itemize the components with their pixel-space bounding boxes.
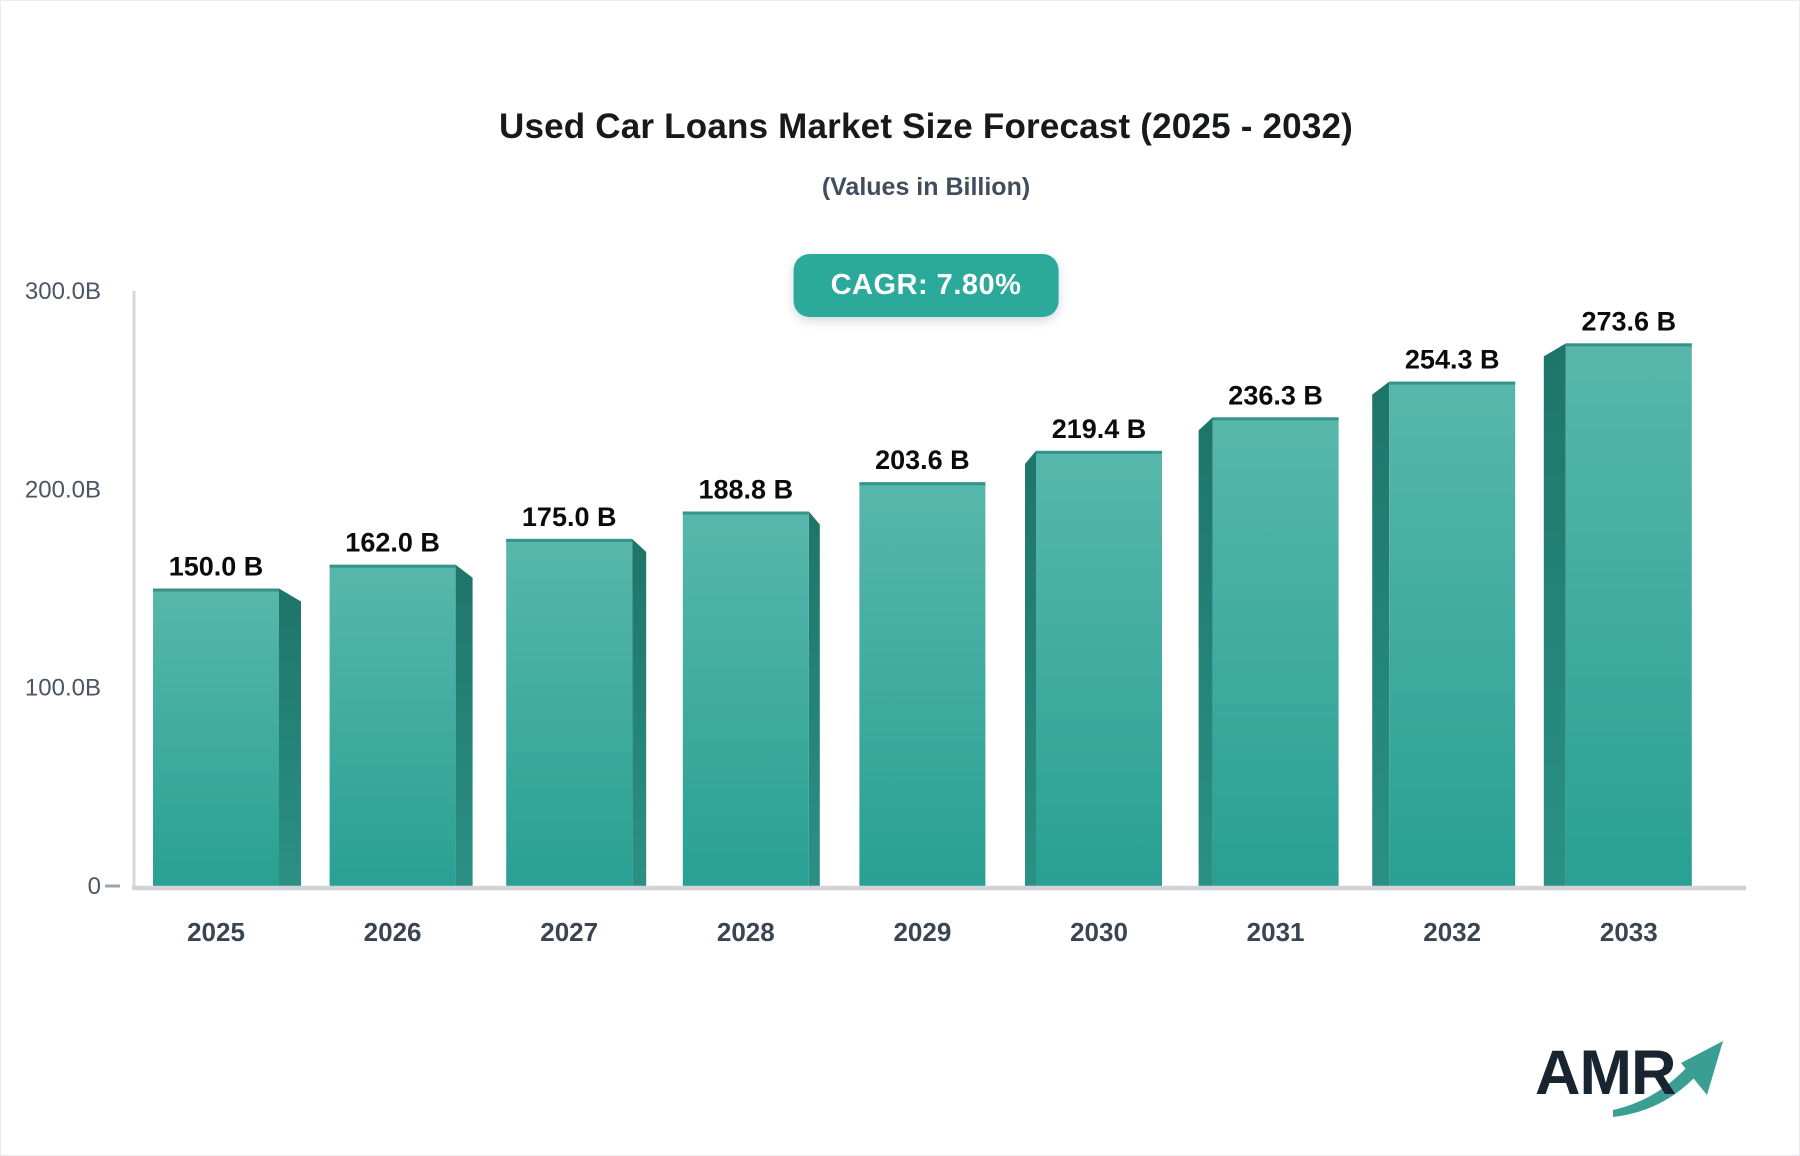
- bar-2031: 236.3 B 2031: [1198, 380, 1339, 947]
- bar-front-face: [682, 511, 809, 889]
- x-axis-label: 2025: [187, 917, 245, 947]
- bar-side-face: [632, 538, 647, 889]
- x-axis-label: 2028: [717, 917, 775, 947]
- bar-value-label: 273.6 B: [1582, 306, 1677, 336]
- x-axis-label: 2029: [893, 917, 951, 947]
- bar-value-label: 188.8 B: [699, 475, 794, 505]
- bar-front-face: [1565, 343, 1692, 889]
- bar-value-label: 236.3 B: [1228, 380, 1323, 410]
- bar-front-face: [329, 564, 456, 889]
- y-tick-label: 0: [88, 873, 101, 900]
- bar-2026: 162.0 B 2026: [329, 528, 473, 947]
- bar-front-face: [506, 538, 633, 889]
- bar-2030: 219.4 B 2030: [1025, 414, 1162, 947]
- chart-title: Used Car Loans Market Size Forecast (202…: [498, 107, 1354, 146]
- bar-front-face: [859, 482, 986, 889]
- bar-side-face: [1372, 381, 1390, 889]
- bar-front-face: [153, 588, 279, 889]
- bar-front-face: [1389, 381, 1516, 889]
- bar-value-label: 162.0 B: [345, 528, 440, 558]
- bar-side-face: [1025, 450, 1036, 889]
- x-axis-label: 2032: [1423, 917, 1481, 947]
- amr-logo: AMR: [1535, 1031, 1725, 1121]
- bar-side-face: [1543, 343, 1566, 889]
- bar-value-label: 203.6 B: [875, 445, 970, 475]
- y-tick-label: 300.0B: [25, 278, 101, 305]
- bar-value-label: 150.0 B: [169, 552, 264, 582]
- logo-growth-arrow-icon: [1613, 1041, 1723, 1117]
- bar-front-face: [1212, 417, 1339, 889]
- bar-front-face: [1036, 450, 1162, 889]
- x-axis-label: 2031: [1247, 917, 1305, 947]
- cagr-badge-label: CAGR: 7.80%: [830, 269, 1022, 301]
- x-axis-label: 2027: [540, 917, 598, 947]
- bar-side-face: [808, 511, 820, 889]
- x-axis-label: 2033: [1600, 917, 1658, 947]
- bar-value-label: 175.0 B: [522, 502, 617, 532]
- bar-side-face: [455, 564, 473, 889]
- cagr-badge: CAGR: 7.80%: [793, 254, 1059, 317]
- bar-2029: 203.6 B 2029: [859, 445, 986, 947]
- x-axis-label: 2026: [364, 917, 422, 947]
- bar-side-face: [1198, 417, 1213, 889]
- bar-2033: 273.6 B 2033: [1543, 306, 1692, 947]
- bar-2025: 150.0 B 2025: [153, 552, 301, 947]
- x-axis-label: 2030: [1070, 917, 1128, 947]
- bar-value-label: 254.3 B: [1405, 345, 1500, 375]
- y-tick-label: 200.0B: [25, 476, 101, 503]
- chart-subtitle: (Values in Billion): [821, 173, 1031, 201]
- logo-text: AMR: [1535, 1038, 1676, 1108]
- bar-side-face: [279, 588, 301, 889]
- bar-2028: 188.8 B 2028: [682, 475, 820, 947]
- bar-value-label: 219.4 B: [1052, 414, 1147, 444]
- bar-2027: 175.0 B 2027: [506, 502, 647, 947]
- bar-2032: 254.3 B 2032: [1372, 345, 1516, 947]
- y-tick-label: 100.0B: [25, 675, 101, 702]
